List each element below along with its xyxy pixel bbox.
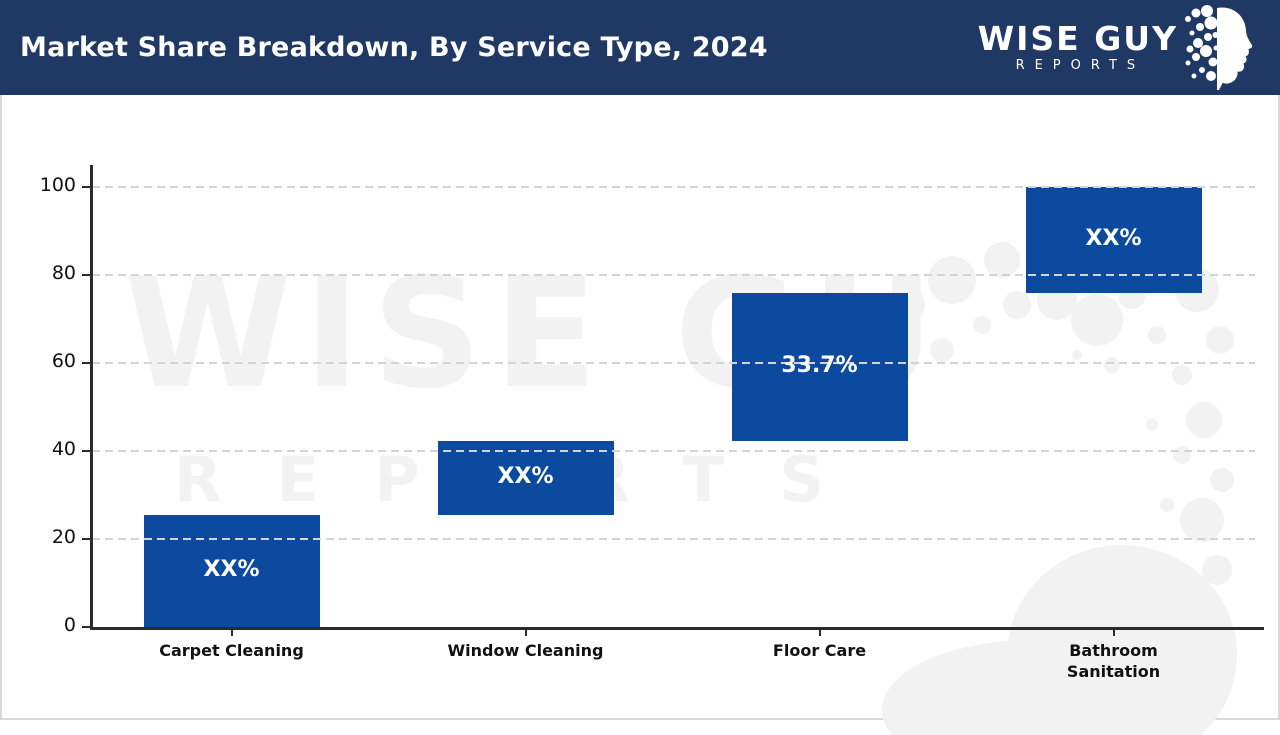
bar-segment <box>143 515 320 627</box>
y-tick-mark <box>82 186 92 189</box>
page-title: Market Share Breakdown, By Service Type,… <box>20 32 768 63</box>
x-axis-line <box>90 627 1264 630</box>
bar-value-label: XX% <box>1085 225 1142 251</box>
bar-value-label: XX% <box>497 464 554 490</box>
bar-value-label: 33.7% <box>781 352 858 378</box>
y-tick-mark <box>82 538 92 541</box>
logo-subtitle: REPORTS <box>1015 58 1146 74</box>
x-tick-label: Bathroom Sanitation <box>1066 641 1161 681</box>
y-tick-label: 100 <box>39 174 76 196</box>
grid-line <box>92 274 1255 276</box>
y-tick-label: 20 <box>51 526 76 548</box>
x-tick-mark <box>1112 629 1115 636</box>
y-axis-line <box>90 165 93 629</box>
y-tick-label: 80 <box>51 262 76 284</box>
y-tick-mark <box>82 626 92 629</box>
x-tick-label: Carpet Cleaning <box>159 641 304 660</box>
x-tick-label: Floor Care <box>772 641 867 660</box>
y-tick-mark <box>82 274 92 277</box>
logo-wordmark: WISE GUY REPORTS <box>977 18 1178 74</box>
grid-line <box>92 186 1255 188</box>
bar-value-label: XX% <box>203 557 260 583</box>
wiseguy-logo: WISE GUY REPORTS <box>977 4 1254 91</box>
x-tick-mark <box>230 629 233 636</box>
logo-name: WISE GUY <box>977 18 1178 58</box>
bar-segment <box>731 292 908 441</box>
watermark-face-icon <box>855 238 1237 735</box>
y-tick-label: 0 <box>63 614 76 636</box>
bar-segment <box>437 440 614 516</box>
y-tick-mark <box>82 450 92 453</box>
grid-line <box>92 450 1255 452</box>
y-tick-mark <box>82 362 92 365</box>
x-tick-mark <box>818 629 821 636</box>
x-tick-mark <box>524 629 527 636</box>
grid-line <box>92 538 1255 540</box>
x-tick-label: Window Cleaning <box>447 641 604 660</box>
y-tick-label: 60 <box>51 350 76 372</box>
logo-face-icon <box>1185 4 1253 90</box>
header-bar: Market Share Breakdown, By Service Type,… <box>0 0 1280 95</box>
y-tick-label: 40 <box>51 438 76 460</box>
grid-line <box>92 362 1255 364</box>
